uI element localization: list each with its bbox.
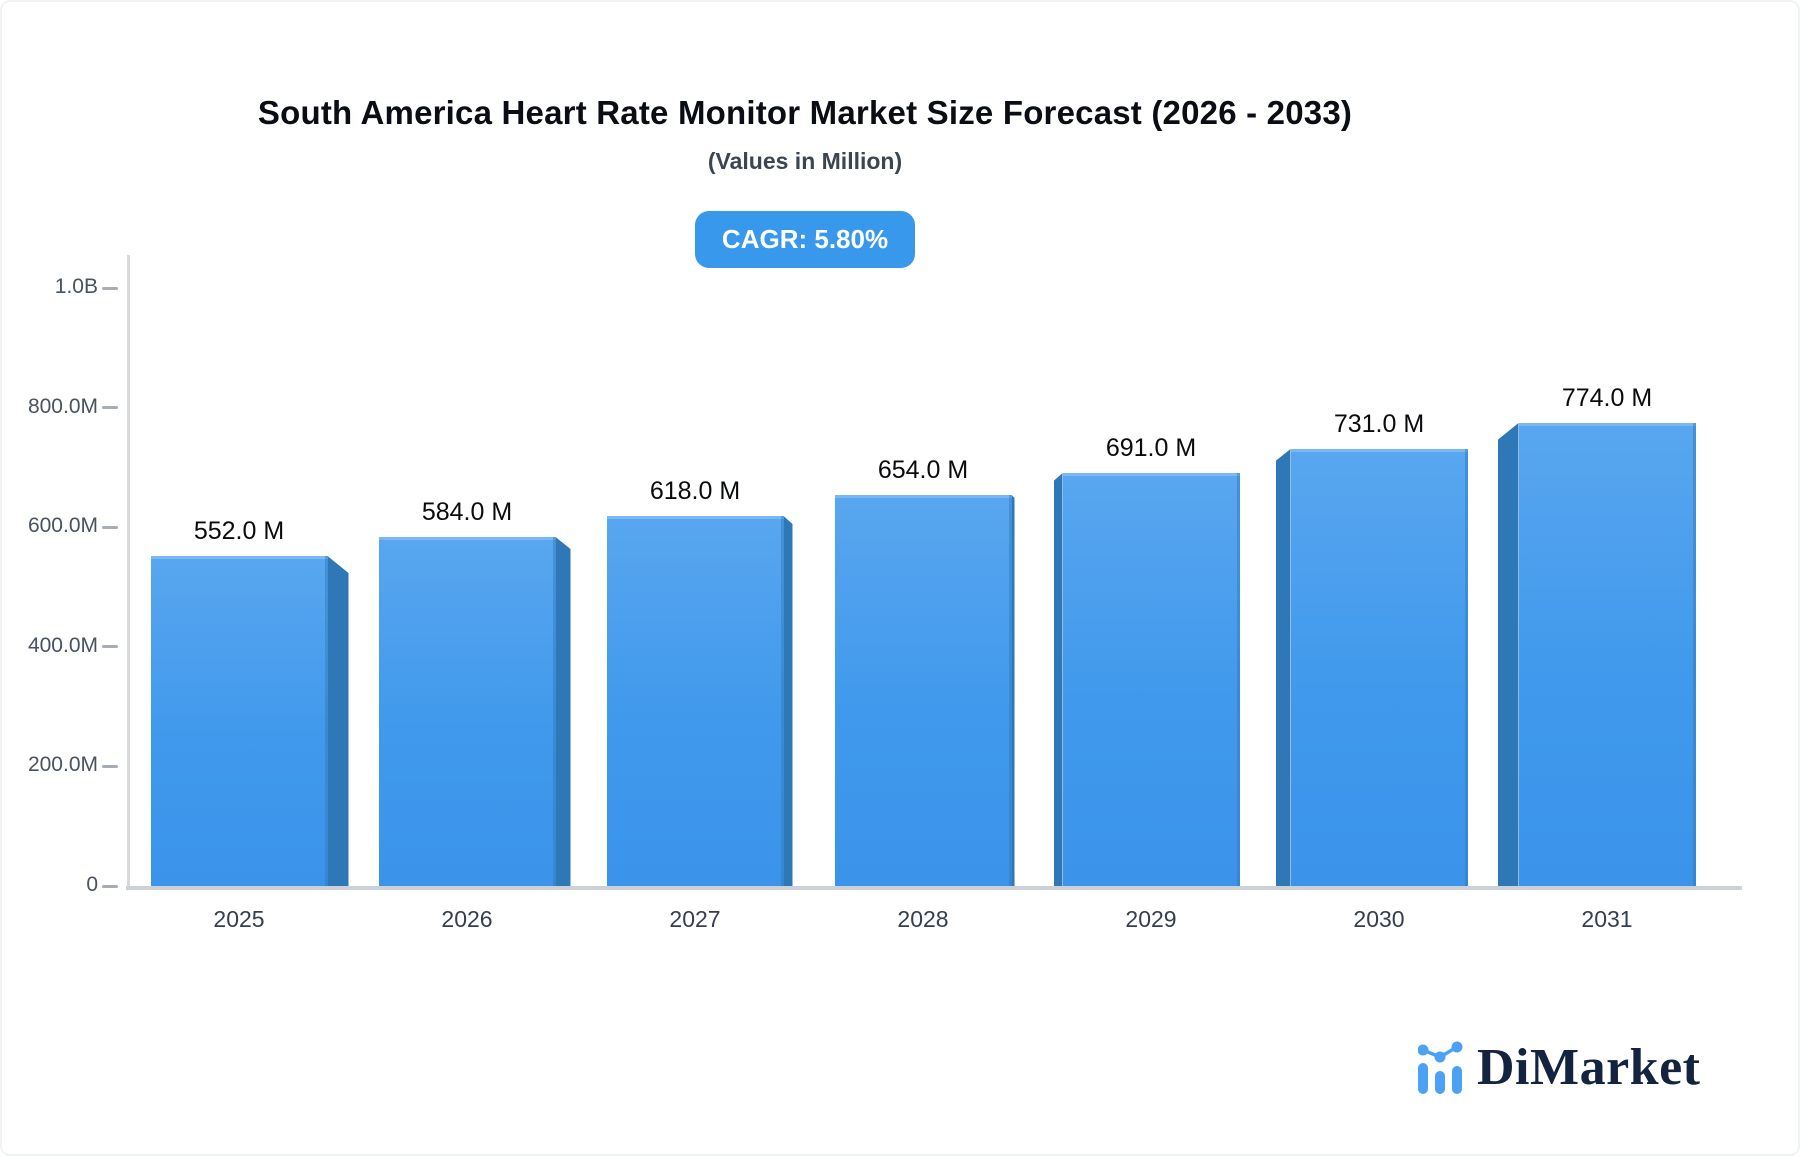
brand-name: DiMarket [1477, 1039, 1701, 1096]
x-axis-label: 2027 [669, 906, 721, 932]
x-axis-baseline [126, 886, 1742, 890]
bar-value-label: 584.0 M [421, 498, 513, 526]
brand-logo: DiMarket [1418, 1038, 1700, 1097]
y-axis-tick-mark [102, 884, 118, 888]
y-axis-line [127, 255, 130, 888]
y-axis-tick-mark [102, 525, 118, 529]
bar-value-label: 731.0 M [1333, 410, 1425, 438]
bar-group-2027: 618.0 M 2027 [606, 477, 793, 932]
x-axis-label: 2030 [1353, 906, 1405, 932]
bar-value-label: 691.0 M [1105, 434, 1197, 462]
y-axis-tick-mark [102, 406, 118, 410]
x-axis-label: 2028 [897, 906, 949, 932]
bar-face [1290, 449, 1468, 886]
bar-group-2029: 691.0 M 2029 [1053, 434, 1240, 932]
chart-subtitle: (Values in Million) [707, 148, 903, 174]
y-axis-tick-label: 0 [86, 873, 98, 896]
bar-side-face [1275, 449, 1291, 886]
chart-title: South America Heart Rate Monitor Market … [257, 94, 1353, 131]
bar-group-2025: 552.0 M 2025 [150, 517, 349, 932]
bar-side-face [555, 537, 571, 886]
bar-face [378, 537, 556, 886]
x-axis-label: 2026 [441, 906, 493, 932]
bar-group-2028: 654.0 M 2028 [834, 456, 1015, 932]
bar-value-label: 654.0 M [877, 456, 969, 484]
bar-face [1062, 473, 1240, 886]
x-axis-label: 2025 [213, 906, 265, 932]
bar-side-face [1011, 495, 1015, 886]
y-axis-tick-label: 600.0M [27, 514, 98, 538]
bar-group-2026: 584.0 M 2026 [378, 498, 571, 932]
cagr-badge: CAGR: 5.80% [694, 211, 916, 268]
chart-header: South America Heart Rate Monitor Market … [0, 0, 1610, 268]
x-axis-label: 2031 [1581, 906, 1633, 932]
bar-value-label: 618.0 M [649, 477, 741, 505]
bar-face [150, 556, 328, 886]
bar-side-face [1053, 473, 1063, 886]
y-axis-tick-label: 400.0M [27, 633, 98, 657]
y-axis-tick-label: 200.0M [27, 753, 98, 777]
y-axis-tick-mark [102, 286, 118, 290]
bar-value-label: 774.0 M [1561, 384, 1653, 412]
y-axis-tick-label: 1.0B [54, 275, 98, 298]
bar-group-2030: 731.0 M 2030 [1275, 410, 1468, 932]
bar-group-2031: 774.0 M 2031 [1497, 384, 1696, 932]
bar-side-face [1497, 423, 1519, 886]
y-axis-tick-mark [102, 645, 118, 649]
bar-chart-logo-icon [1418, 1041, 1463, 1094]
bar-side-face [783, 516, 793, 886]
bar-value-label: 552.0 M [193, 517, 285, 545]
bar-side-face [327, 556, 349, 886]
y-axis-tick-mark [102, 764, 118, 768]
bar-face [606, 516, 784, 886]
bar-face [834, 495, 1012, 886]
y-axis-tick-label: 800.0M [27, 394, 98, 418]
bar-face [1518, 423, 1696, 886]
x-axis-label: 2029 [1125, 906, 1177, 932]
